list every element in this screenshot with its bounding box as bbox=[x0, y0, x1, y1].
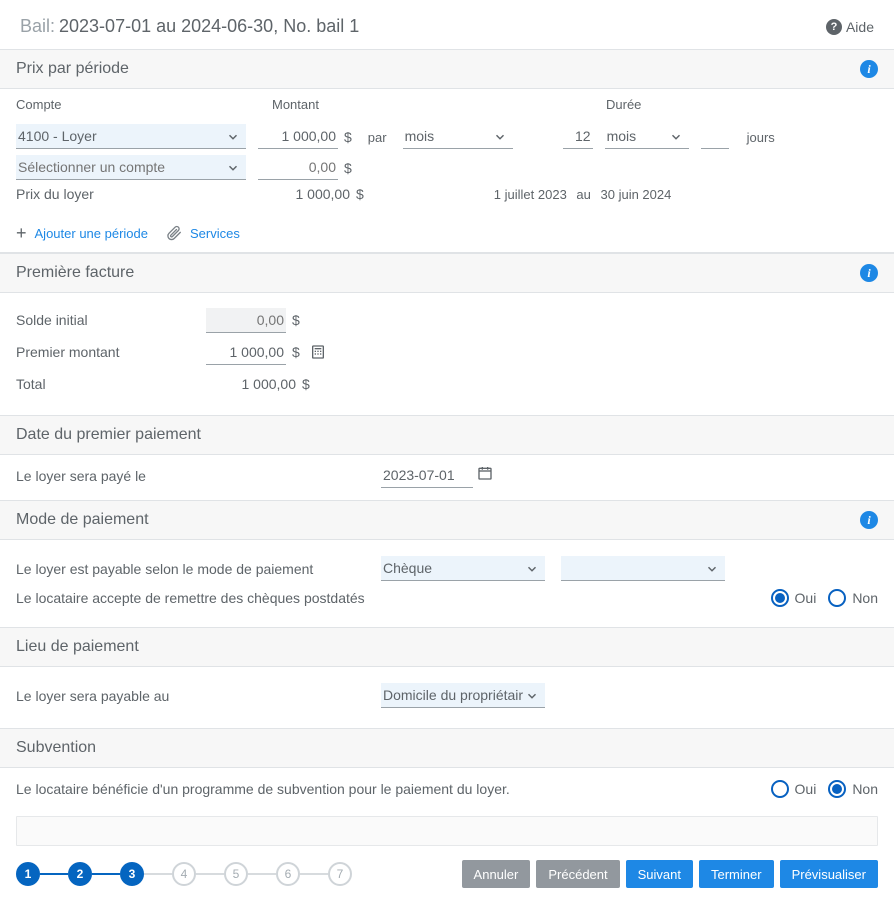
section-title-premiere: Première facture bbox=[16, 264, 860, 282]
add-period-label: Ajouter une période bbox=[35, 226, 148, 241]
postdated-radio-oui[interactable]: Oui bbox=[771, 589, 817, 607]
subvention-radio-oui[interactable]: Oui bbox=[771, 780, 817, 798]
add-period-link[interactable]: + Ajouter une période bbox=[16, 224, 148, 242]
section-title-subvention: Subvention bbox=[16, 739, 878, 757]
stepper: 1 2 3 4 5 6 7 bbox=[16, 862, 352, 886]
next-button[interactable]: Suivant bbox=[626, 860, 693, 888]
amount-input-1[interactable] bbox=[258, 124, 338, 149]
help-icon: ? bbox=[826, 19, 842, 35]
currency-symbol: $ bbox=[292, 344, 300, 360]
duration-unit-select[interactable] bbox=[605, 124, 689, 149]
step-connector bbox=[248, 873, 276, 875]
mode-label-1: Le loyer est payable selon le mode de pa… bbox=[16, 561, 381, 577]
label-duree: Durée bbox=[606, 97, 641, 112]
info-icon[interactable]: i bbox=[860, 511, 878, 529]
help-link[interactable]: ? Aide bbox=[826, 19, 874, 35]
total-value: 1 000,00 bbox=[206, 376, 296, 392]
paperclip-icon bbox=[166, 225, 182, 241]
label-montant: Montant bbox=[272, 97, 372, 112]
step-4[interactable]: 4 bbox=[172, 862, 196, 886]
calculator-icon[interactable] bbox=[310, 344, 326, 360]
plus-icon: + bbox=[16, 224, 27, 242]
help-label: Aide bbox=[846, 19, 874, 35]
solde-input[interactable] bbox=[206, 308, 286, 333]
duration-input[interactable] bbox=[563, 124, 593, 149]
step-7[interactable]: 7 bbox=[328, 862, 352, 886]
summary-date-sep: au bbox=[576, 187, 590, 202]
preview-button[interactable]: Prévisualiser bbox=[780, 860, 878, 888]
section-title-date: Date du premier paiement bbox=[16, 426, 878, 444]
radio-label-oui: Oui bbox=[795, 590, 817, 606]
section-title-lieu: Lieu de paiement bbox=[16, 638, 878, 656]
currency-symbol: $ bbox=[344, 129, 352, 145]
finish-button[interactable]: Terminer bbox=[699, 860, 774, 888]
calendar-icon[interactable] bbox=[477, 465, 493, 484]
subvention-label: Le locataire bénéficie d'un programme de… bbox=[16, 781, 771, 797]
postdated-radio-non[interactable]: Non bbox=[828, 589, 878, 607]
radio-label-non: Non bbox=[852, 590, 878, 606]
services-link[interactable]: Services bbox=[166, 225, 240, 241]
subvention-detail-bar bbox=[16, 816, 878, 846]
account-select-1[interactable] bbox=[16, 124, 246, 149]
currency-symbol: $ bbox=[356, 186, 364, 202]
step-connector bbox=[92, 873, 120, 875]
previous-button[interactable]: Précédent bbox=[536, 860, 619, 888]
info-icon[interactable]: i bbox=[860, 264, 878, 282]
step-connector bbox=[40, 873, 68, 875]
payment-mode-select-2[interactable] bbox=[561, 556, 725, 581]
step-connector bbox=[196, 873, 224, 875]
payment-place-select[interactable] bbox=[381, 683, 545, 708]
price-summary-label: Prix du loyer bbox=[16, 186, 260, 202]
step-3[interactable]: 3 bbox=[120, 862, 144, 886]
currency-symbol: $ bbox=[292, 312, 300, 328]
amount-input-2[interactable] bbox=[258, 155, 338, 180]
mode-label-2: Le locataire accepte de remettre des chè… bbox=[16, 590, 771, 606]
step-connector bbox=[144, 873, 172, 875]
price-summary-amount: 1 000,00 bbox=[260, 186, 350, 202]
services-label: Services bbox=[190, 226, 240, 241]
summary-date-to: 30 juin 2024 bbox=[601, 187, 672, 202]
step-1[interactable]: 1 bbox=[16, 862, 40, 886]
section-title-prix: Prix par période bbox=[16, 60, 860, 78]
account-select-2[interactable] bbox=[16, 155, 246, 180]
label-compte: Compte bbox=[16, 97, 260, 112]
page-title: 2023-07-01 au 2024-06-30, No. bail 1 bbox=[59, 16, 359, 37]
page-title-label: Bail: bbox=[20, 16, 55, 37]
currency-symbol: $ bbox=[344, 160, 352, 176]
solde-label: Solde initial bbox=[16, 312, 206, 328]
subvention-radio-non[interactable]: Non bbox=[828, 780, 878, 798]
info-icon[interactable]: i bbox=[860, 60, 878, 78]
step-6[interactable]: 6 bbox=[276, 862, 300, 886]
step-5[interactable]: 5 bbox=[224, 862, 248, 886]
lieu-label: Le loyer sera payable au bbox=[16, 688, 381, 704]
cancel-button[interactable]: Annuler bbox=[462, 860, 531, 888]
payment-mode-select[interactable] bbox=[381, 556, 545, 581]
per-label: par bbox=[368, 130, 387, 145]
premier-montant-label: Premier montant bbox=[16, 344, 206, 360]
radio-label-oui: Oui bbox=[795, 781, 817, 797]
step-2[interactable]: 2 bbox=[68, 862, 92, 886]
currency-symbol: $ bbox=[302, 376, 310, 392]
total-label: Total bbox=[16, 376, 206, 392]
section-title-mode: Mode de paiement bbox=[16, 511, 860, 529]
premier-montant-input[interactable] bbox=[206, 340, 286, 365]
jours-label: jours bbox=[747, 130, 775, 145]
first-payment-date-input[interactable] bbox=[381, 463, 473, 488]
date-label: Le loyer sera payé le bbox=[16, 468, 381, 484]
step-connector bbox=[300, 873, 328, 875]
radio-label-non: Non bbox=[852, 781, 878, 797]
unit-select[interactable] bbox=[403, 124, 513, 149]
summary-date-from: 1 juillet 2023 bbox=[494, 187, 567, 202]
days-input[interactable] bbox=[701, 124, 729, 149]
